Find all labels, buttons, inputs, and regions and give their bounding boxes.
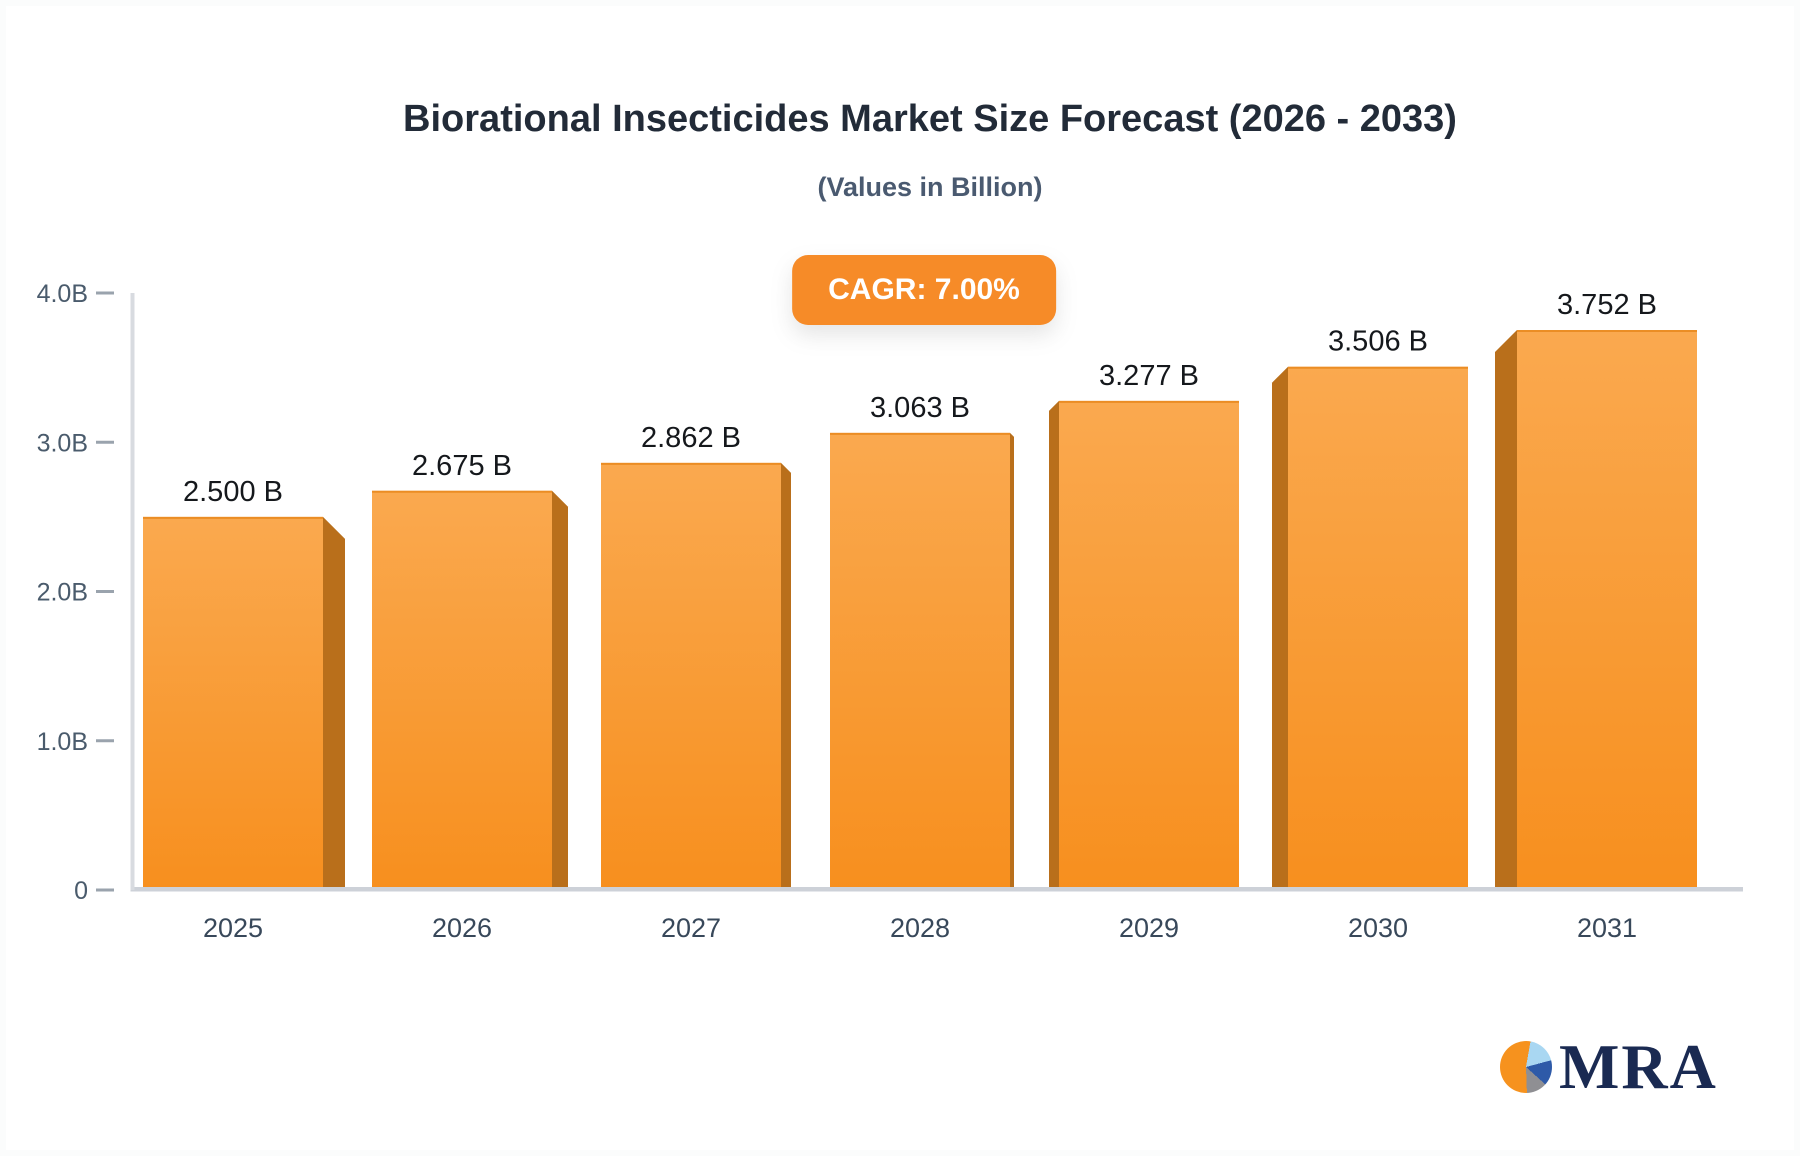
- y-axis-tick: [96, 291, 114, 295]
- bar-value-label: 3.506 B: [1328, 326, 1428, 358]
- x-axis-label-2026: 2026: [432, 913, 492, 943]
- bar-value-label: 3.752 B: [1557, 289, 1657, 321]
- bar-2029-side: [1049, 400, 1059, 890]
- bar-value-label: 2.675 B: [412, 450, 512, 482]
- bar-2028-side: [1010, 432, 1014, 890]
- y-axis-label: 2.0B: [37, 579, 88, 607]
- bar-2026-side: [552, 490, 568, 890]
- bar-2025[interactable]: [143, 516, 323, 890]
- bar-value-label: 2.500 B: [183, 476, 283, 508]
- x-axis-label-2027: 2027: [661, 913, 721, 943]
- bar-value-label: 3.277 B: [1099, 360, 1199, 392]
- bar-2028[interactable]: [830, 432, 1010, 890]
- bar-2027-side: [781, 462, 791, 890]
- bar-2029[interactable]: [1059, 400, 1239, 890]
- chart-title: Biorational Insecticides Market Size For…: [403, 98, 1457, 140]
- bar-2031[interactable]: [1517, 330, 1697, 890]
- y-axis-label: 3.0B: [37, 429, 88, 457]
- logo-text: MRA: [1559, 1031, 1718, 1102]
- x-axis-label-2031: 2031: [1577, 913, 1637, 943]
- y-axis-tick: [96, 739, 114, 743]
- bar-2025-side: [323, 516, 345, 890]
- bar-2030[interactable]: [1288, 366, 1468, 890]
- bar-value-label: 2.862 B: [641, 422, 741, 454]
- y-axis-line: [130, 293, 135, 890]
- x-axis-label-2029: 2029: [1119, 913, 1179, 943]
- y-axis-label: 1.0B: [37, 728, 88, 756]
- x-axis-label-2025: 2025: [203, 913, 263, 943]
- x-axis-label-2028: 2028: [890, 913, 950, 943]
- mra-logo: MRA: [1500, 1031, 1718, 1102]
- pie-chart-logo-icon: [1500, 1041, 1552, 1093]
- bar-2030-side: [1272, 366, 1288, 890]
- y-axis-tick: [96, 590, 114, 593]
- y-axis-tick: [96, 888, 114, 892]
- x-axis-label-2030: 2030: [1348, 913, 1408, 943]
- y-axis-label: 4.0B: [37, 280, 88, 308]
- bar-2026[interactable]: [372, 490, 552, 890]
- cagr-badge: CAGR: 7.00%: [792, 255, 1056, 325]
- chart-subtitle: (Values in Billion): [817, 172, 1043, 202]
- bar-2031-side: [1495, 330, 1517, 890]
- bar-2027[interactable]: [601, 462, 781, 890]
- bar-value-label: 3.063 B: [870, 392, 970, 424]
- y-axis-tick: [96, 440, 114, 444]
- y-axis-label: 0: [74, 877, 88, 905]
- x-axis-line: [130, 887, 1743, 892]
